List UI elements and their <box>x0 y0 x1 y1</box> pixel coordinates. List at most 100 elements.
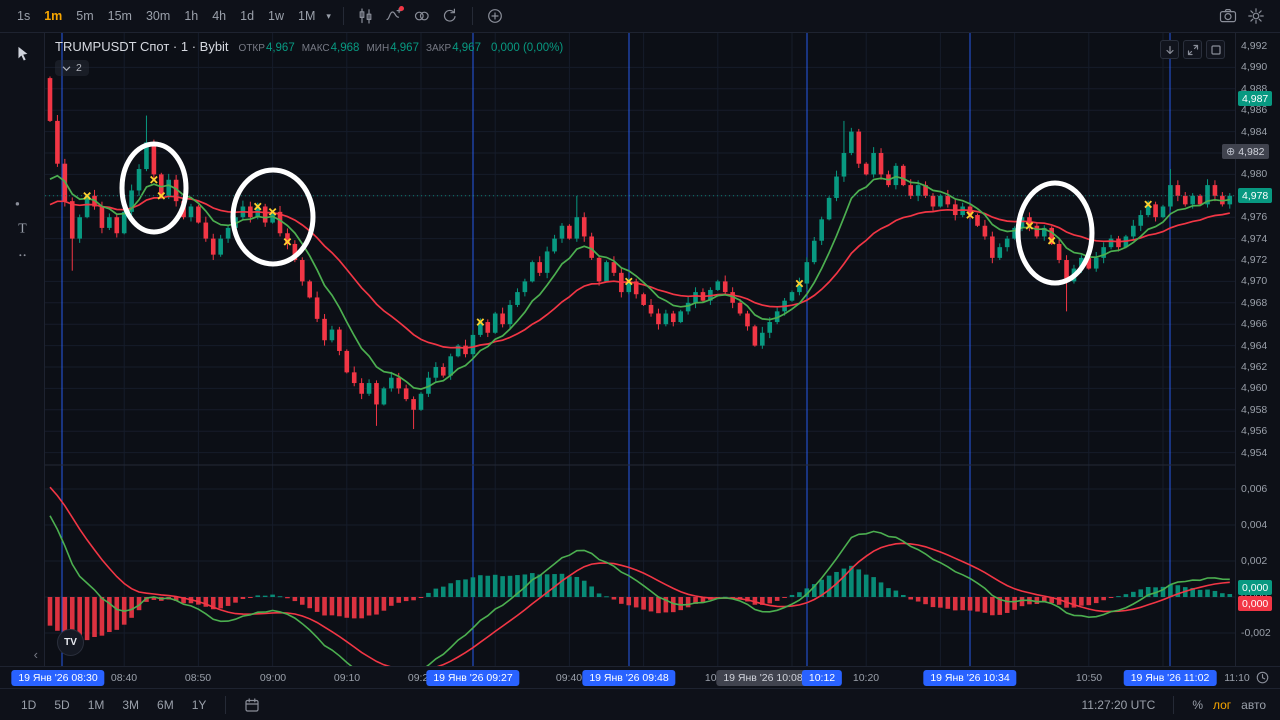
tool-magnet[interactable] <box>5 355 39 384</box>
range-1Y[interactable]: 1Y <box>191 697 207 712</box>
price-axis[interactable]: 4,9924,9904,9884,9864,9844,9824,9804,978… <box>1222 33 1280 666</box>
chevron-down-icon[interactable]: ▾ <box>326 10 331 21</box>
range-6M[interactable]: 6M <box>157 697 174 712</box>
price-badge: ⊕ 4,982 <box>1222 144 1269 159</box>
ohlc-item: МИН4,967 <box>366 42 419 54</box>
ohlc-values: ОТКР4,967 МАКС4,968 МИН4,967 ЗАКР4,967 <box>239 40 481 54</box>
time-axis[interactable]: 08:4008:5009:0009:1009:2009:4010:0010:20… <box>0 666 1280 688</box>
price-chart-canvas[interactable] <box>45 33 1235 666</box>
symbol-title[interactable]: TRUMPUSDT Спот · 1 · Bybit <box>55 39 229 54</box>
interval-1w[interactable]: 1w <box>268 9 285 23</box>
range-1D[interactable]: 1D <box>21 697 37 712</box>
pane-down-button[interactable] <box>1160 40 1179 59</box>
chevron-left-icon[interactable]: ‹ <box>33 647 38 662</box>
tool-brush[interactable] <box>5 184 39 213</box>
chart-area[interactable]: TRUMPUSDT Спот · 1 · Bybit ОТКР4,967 МАКС… <box>45 33 1235 666</box>
range-3M[interactable]: 3M <box>122 697 140 712</box>
ellipse-drawing[interactable] <box>119 141 189 235</box>
toolbar-right-icons <box>1214 3 1270 29</box>
interval-15m[interactable]: 15m <box>107 9 132 23</box>
ohlc-item: МАКС4,968 <box>301 42 360 54</box>
indicators-legend-collapsed[interactable]: 2 <box>55 60 89 76</box>
settings-icon[interactable] <box>1242 3 1270 29</box>
utc-clock[interactable]: 11:27:20 UTC <box>1081 697 1156 712</box>
trade-marker <box>253 202 262 211</box>
add-icon[interactable] <box>481 3 509 29</box>
toolbar-separator <box>471 7 473 25</box>
tool-zoom[interactable] <box>5 313 39 342</box>
tool-edit[interactable] <box>5 384 39 413</box>
interval-5m[interactable]: 5m <box>76 9 94 23</box>
indicator-tick: 0,004 <box>1241 519 1268 531</box>
indicators-icon[interactable] <box>380 3 408 29</box>
log-scale-button[interactable]: лог <box>1212 697 1232 712</box>
price-tick: 4,962 <box>1241 361 1268 373</box>
interval-1s[interactable]: 1s <box>17 9 31 23</box>
pane-max-button[interactable] <box>1206 40 1225 59</box>
chevron-down-icon <box>62 65 71 71</box>
tool-emoji[interactable] <box>5 242 39 271</box>
price-tick: 4,976 <box>1241 211 1268 224</box>
price-tick: 4,972 <box>1241 254 1268 266</box>
toolbar-separator <box>1173 695 1175 714</box>
tool-pattern[interactable] <box>5 155 39 184</box>
range-5D[interactable]: 5D <box>54 697 70 712</box>
indicator-tick: 0,002 <box>1241 555 1268 567</box>
tool-trend[interactable] <box>5 68 39 97</box>
toolbar-menu-icons <box>352 3 509 29</box>
interval-1d[interactable]: 1d <box>240 9 255 23</box>
tool-eye[interactable] <box>5 442 39 471</box>
price-badge: 4,987 <box>1238 91 1273 106</box>
tradingview-logo[interactable]: TV <box>57 629 84 656</box>
tool-cursor[interactable] <box>5 39 39 68</box>
percent-scale-button[interactable]: % <box>1192 697 1203 712</box>
indicator-count: 2 <box>76 62 82 74</box>
trade-marker <box>157 191 166 200</box>
tool-fib[interactable] <box>5 126 39 155</box>
tool-plines[interactable] <box>5 97 39 126</box>
price-tick: 4,958 <box>1241 403 1268 416</box>
ellipse-drawing[interactable] <box>1015 180 1095 286</box>
replay-icon[interactable] <box>436 3 464 29</box>
price-tick: 4,970 <box>1241 275 1268 288</box>
camera-icon[interactable] <box>1214 3 1242 29</box>
compare-icon[interactable] <box>408 3 436 29</box>
ohlc-item: ЗАКР4,967 <box>425 42 481 54</box>
interval-4h[interactable]: 4h <box>212 9 227 23</box>
interval-1M[interactable]: 1M <box>298 9 316 23</box>
go-to-date-icon[interactable] <box>238 692 266 718</box>
plus-circle-icon[interactable]: ⊕ <box>1226 146 1236 158</box>
tool-text[interactable]: T <box>5 213 39 242</box>
time-badge: 19 Янв '26 08:30 <box>11 670 105 686</box>
indicator-tick: -0,002 <box>1241 627 1271 639</box>
range-1M[interactable]: 1M <box>87 697 105 712</box>
indicator-tick: 0,006 <box>1241 483 1268 495</box>
candles-layer <box>47 76 1233 430</box>
tool-trash[interactable] <box>5 484 39 513</box>
price-tick: 4,966 <box>1241 318 1268 331</box>
auto-scale-button[interactable]: авто <box>1241 697 1266 712</box>
price-badge: 0,000 <box>1238 580 1273 595</box>
price-tick: 4,986 <box>1241 104 1268 117</box>
pane-expand-button[interactable] <box>1183 40 1202 59</box>
interval-buttons: 1s 1m 5m 15m 30m 1h 4h 1d 1w 1M <box>10 6 322 26</box>
price-tick: 4,980 <box>1241 168 1268 181</box>
timezone-clock-icon[interactable] <box>1255 670 1270 688</box>
chart-style-icon[interactable] <box>352 3 380 29</box>
price-tick: 4,960 <box>1241 382 1268 395</box>
symbol-legend[interactable]: TRUMPUSDT Спот · 1 · Bybit ОТКР4,967 МАКС… <box>55 39 563 54</box>
tool-measure[interactable] <box>5 284 39 313</box>
tool-lock[interactable] <box>5 413 39 442</box>
price-badge: 0,000 <box>1238 596 1273 611</box>
price-tick: 4,990 <box>1241 61 1268 74</box>
change-value: 0,000 (0,00%) <box>490 42 564 54</box>
trade-marker <box>1025 221 1034 230</box>
trade-marker <box>150 175 158 184</box>
time-badge: 19 Янв '26 09:27 <box>426 670 520 686</box>
macd-histogram <box>47 565 1233 645</box>
interval-1h[interactable]: 1h <box>184 9 199 23</box>
interval-1m[interactable]: 1m <box>44 9 63 23</box>
interval-30m[interactable]: 30m <box>145 9 171 23</box>
price-tick: 4,968 <box>1241 296 1268 309</box>
ellipse-drawing[interactable] <box>230 167 316 267</box>
